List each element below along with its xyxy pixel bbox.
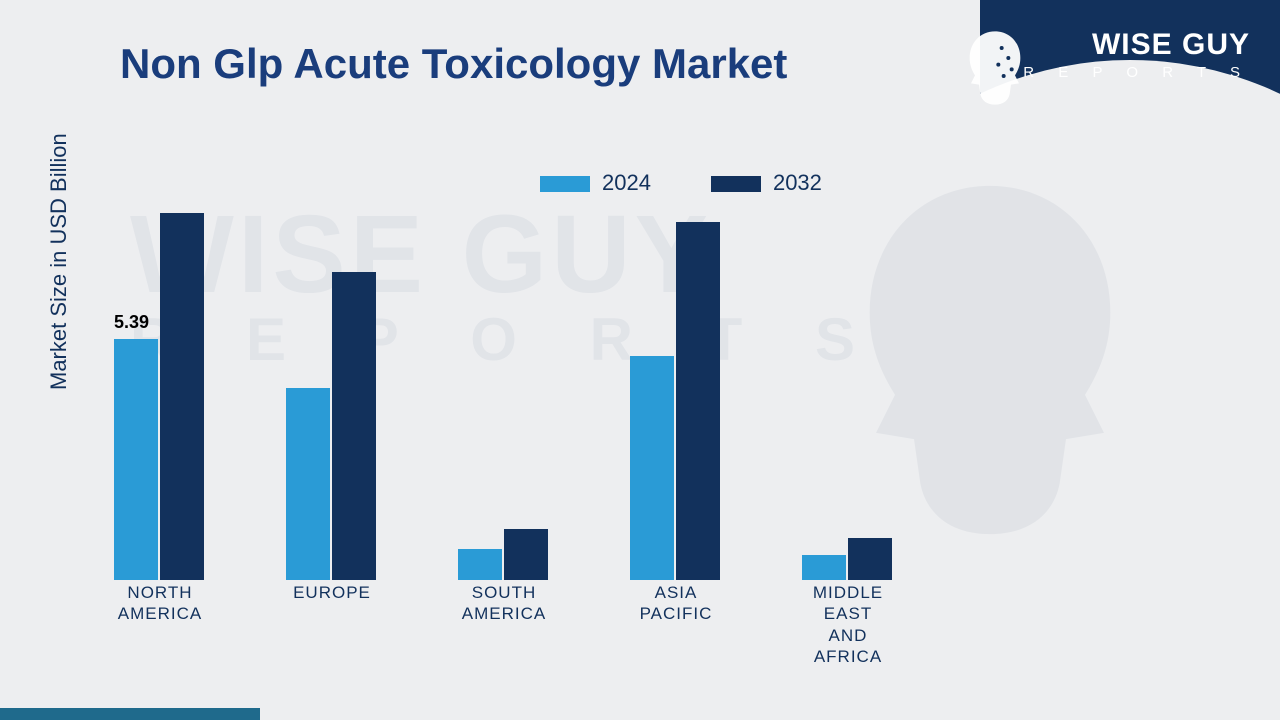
bar xyxy=(802,555,846,580)
legend-label: 2024 xyxy=(602,170,651,195)
chart-title: Non Glp Acute Toxicology Market xyxy=(120,40,787,88)
y-axis-label: Market Size in USD Billion xyxy=(46,133,72,390)
bar xyxy=(286,388,330,580)
chart-canvas: WISE GUY R E P O R T S Non Glp Acute Tox… xyxy=(0,0,1280,720)
bar xyxy=(114,339,158,580)
bar xyxy=(848,538,892,580)
category-label: NORTHAMERICA xyxy=(100,582,220,625)
bottom-accent-bar xyxy=(0,708,260,720)
brand-logo-text: WISE GUY R E P O R T S xyxy=(1023,28,1250,81)
legend-item: 2024 xyxy=(540,170,651,196)
legend-item: 2032 xyxy=(711,170,822,196)
data-label: 5.39 xyxy=(114,312,149,333)
category-label: EUROPE xyxy=(272,582,392,603)
category-label: ASIAPACIFIC xyxy=(616,582,736,625)
bar-groups-container: 5.39 xyxy=(100,200,940,580)
chart-plot-area: 5.39 xyxy=(100,200,940,580)
bar xyxy=(332,272,376,580)
brand-head-icon xyxy=(960,28,1030,108)
brand-line2: R E P O R T S xyxy=(1023,64,1250,81)
bar xyxy=(504,529,548,580)
bar xyxy=(458,549,502,580)
chart-legend: 2024 2032 xyxy=(540,170,822,196)
bar xyxy=(676,222,720,580)
category-label: MIDDLEEASTANDAFRICA xyxy=(788,582,908,667)
category-label: SOUTHAMERICA xyxy=(444,582,564,625)
legend-swatch xyxy=(540,176,590,192)
legend-swatch xyxy=(711,176,761,192)
bar xyxy=(630,356,674,580)
legend-label: 2032 xyxy=(773,170,822,195)
brand-line1: WISE GUY xyxy=(1023,28,1250,62)
bar xyxy=(160,213,204,580)
